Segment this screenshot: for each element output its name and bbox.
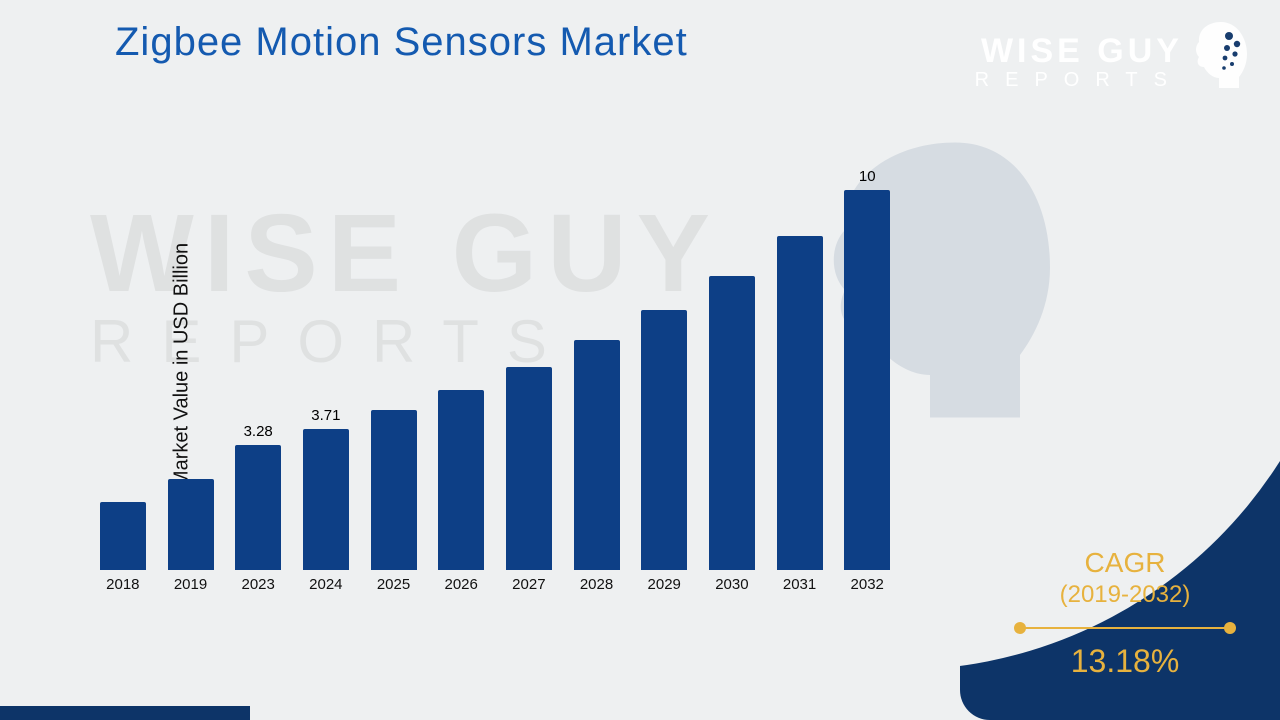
bar-slot bbox=[99, 480, 147, 570]
bar-slot bbox=[505, 345, 553, 570]
x-tick-label: 2032 bbox=[843, 576, 891, 593]
cagr-value: 13.18% bbox=[1000, 643, 1250, 680]
bar-slot: 3.28 bbox=[234, 423, 282, 570]
x-tick-label: 2026 bbox=[437, 576, 485, 593]
x-tick-label: 2031 bbox=[776, 576, 824, 593]
x-tick-label: 2025 bbox=[370, 576, 418, 593]
bar bbox=[438, 390, 484, 571]
bar bbox=[303, 429, 349, 570]
cagr-divider bbox=[1020, 627, 1230, 629]
bar-slot bbox=[573, 318, 621, 570]
x-tick-label: 2019 bbox=[167, 576, 215, 593]
bar-value-label: 10 bbox=[859, 168, 876, 186]
x-tick-label: 2027 bbox=[505, 576, 553, 593]
bar bbox=[641, 310, 687, 570]
bar-slot bbox=[370, 388, 418, 570]
x-tick-label: 2023 bbox=[234, 576, 282, 593]
bar bbox=[168, 479, 214, 570]
bar bbox=[506, 367, 552, 570]
bar bbox=[574, 340, 620, 570]
x-tick-label: 2028 bbox=[573, 576, 621, 593]
bar-slot: 10 bbox=[843, 168, 891, 570]
bar bbox=[100, 502, 146, 570]
bar bbox=[371, 410, 417, 570]
x-tick-label: 2030 bbox=[708, 576, 756, 593]
bar-container: 3.28 3.71 10 bbox=[95, 160, 895, 570]
brand-logo-line1: WISE GUY bbox=[975, 32, 1183, 71]
x-tick-label: 2024 bbox=[302, 576, 350, 593]
bar-slot bbox=[640, 288, 688, 570]
cagr-range: (2019-2032) bbox=[1000, 581, 1250, 609]
bar-slot: 3.71 bbox=[302, 407, 350, 570]
chart-title: Zigbee Motion Sensors Market bbox=[115, 20, 688, 65]
bar-slot bbox=[167, 457, 215, 570]
bar bbox=[777, 236, 823, 570]
x-tick-label: 2018 bbox=[99, 576, 147, 593]
bar-value-label: 3.71 bbox=[311, 407, 340, 425]
x-axis-labels: 2018 2019 2023 2024 2025 2026 2027 2028 2029 2030… bbox=[95, 576, 895, 593]
bar bbox=[235, 445, 281, 570]
bar-slot bbox=[708, 254, 756, 571]
x-tick-label: 2029 bbox=[640, 576, 688, 593]
bar-slot bbox=[776, 214, 824, 570]
bar bbox=[844, 190, 890, 570]
bar-value-label: 3.28 bbox=[244, 423, 273, 441]
bottom-accent-bar bbox=[0, 706, 250, 720]
cagr-block: CAGR (2019-2032) 13.18% bbox=[1000, 547, 1250, 680]
brand-logo-mark-icon bbox=[1189, 20, 1249, 90]
plot-area: 3.28 3.71 10 bbox=[95, 160, 895, 570]
bar-chart: Market Value in USD Billion 3.283.7110 2… bbox=[95, 160, 895, 570]
cagr-label: CAGR bbox=[1000, 547, 1250, 579]
bar bbox=[709, 276, 755, 571]
brand-logo-line2: REPORTS bbox=[975, 69, 1183, 92]
bar-slot bbox=[437, 368, 485, 571]
